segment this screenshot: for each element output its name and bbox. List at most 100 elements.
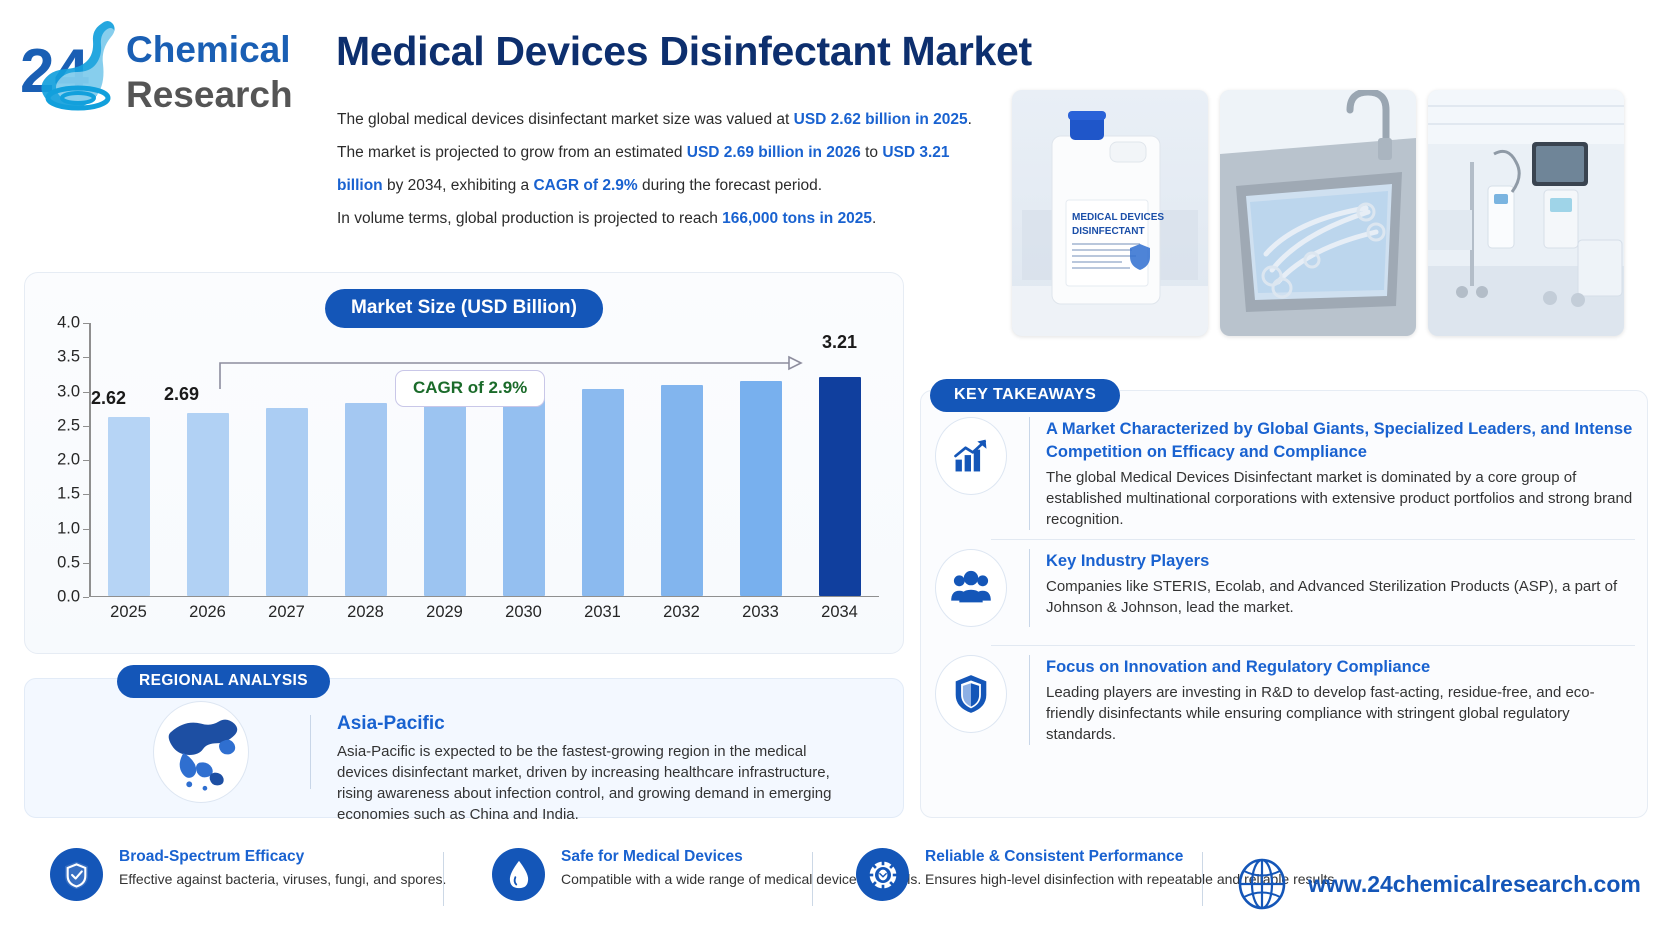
- takeaway-heading: Key Industry Players: [1046, 552, 1210, 570]
- takeaway-body: A Market Characterized by Global Giants,…: [1046, 417, 1635, 530]
- y-axis-tick-label: 2.0: [57, 450, 80, 469]
- x-axis-label: 2027: [268, 603, 305, 621]
- svg-text:DISINFECTANT: DISINFECTANT: [1072, 226, 1145, 237]
- disinfectant-jerrycan-photo: MEDICAL DEVICES DISINFECTANT MEDICAL DEV…: [1012, 90, 1208, 336]
- regional-analysis-panel: REGIONAL ANALYSIS Asia-Pacific Asia-Paci…: [24, 665, 904, 823]
- bar-value-label: 2.62: [91, 388, 127, 409]
- x-axis-label: 2031: [584, 603, 621, 621]
- chart-bar-slot: [721, 324, 800, 596]
- y-axis-tick-label: 0.5: [57, 553, 80, 572]
- x-axis-label: 2033: [742, 603, 779, 621]
- footer-feature-heading: Reliable & Consistent Performance: [925, 848, 1184, 865]
- water-drop-icon: [492, 848, 545, 901]
- chart-bar: [265, 407, 308, 596]
- y-axis-tick: [83, 460, 89, 461]
- svg-text:Research: Research: [126, 74, 293, 115]
- chart-bar: [186, 412, 229, 596]
- y-axis-tick-label: 2.5: [57, 416, 80, 435]
- x-axis-label: 2034: [821, 603, 858, 621]
- takeaway-text: The global Medical Devices Disinfectant …: [1046, 469, 1633, 528]
- footer-feature: Broad-Spectrum Efficacy Effective agains…: [50, 848, 446, 901]
- footer-feature-heading: Broad-Spectrum Efficacy: [119, 848, 305, 865]
- chart-bar-slot: 2.69: [164, 324, 247, 596]
- page-title: Medical Devices Disinfectant Market: [336, 28, 1032, 74]
- intro-text-2: . The market is projected to grow from a…: [337, 111, 972, 161]
- y-axis-tick: [83, 323, 89, 324]
- intro-text-7: .: [872, 210, 877, 227]
- footer-feature-text: Compatible with a wide range of medical …: [561, 871, 922, 887]
- market-size-chart-panel: Market Size (USD Billion) 0.0 0.5 1.0 1.5 2.…: [24, 272, 904, 654]
- x-axis-label: 2025: [110, 603, 147, 621]
- footer-feature: Safe for Medical Devices Compatible with…: [492, 848, 921, 901]
- website-url-text[interactable]: www.24chemicalresearch.com: [1308, 870, 1641, 897]
- intro-text-4: by 2034, exhibiting a: [382, 177, 534, 194]
- hospital-icu-equipment-photo: [1428, 90, 1624, 336]
- y-axis-line: [89, 323, 91, 597]
- x-axis-label: 2028: [347, 603, 384, 621]
- region-name: Asia-Pacific: [337, 713, 445, 734]
- globe-icon: [1238, 858, 1286, 910]
- brand-logo: 24 Chemical Research 24 Chemical Researc…: [18, 14, 308, 122]
- footer-feature: Reliable & Consistent Performance Ensure…: [856, 848, 1338, 901]
- footer-feature-body: Safe for Medical Devices Compatible with…: [561, 848, 921, 889]
- takeaway-accent-bar: [1029, 417, 1030, 530]
- chart-title: Market Size (USD Billion): [325, 289, 603, 328]
- takeaway-heading: A Market Characterized by Global Giants,…: [1046, 420, 1633, 461]
- intro-highlight-2026: USD 2.69 billion in 2026: [686, 144, 861, 161]
- chart-bar-slot: [484, 324, 563, 596]
- footer-divider: [443, 852, 444, 906]
- takeaway-separator: [991, 539, 1635, 540]
- growth-bar-chart-icon: [935, 417, 1007, 495]
- takeaway-item: A Market Characterized by Global Giants,…: [935, 417, 1635, 530]
- y-axis-tick-label: 3.5: [57, 347, 80, 366]
- footer-divider: [1202, 852, 1203, 906]
- takeaway-heading: Focus on Innovation and Regulatory Compl…: [1046, 658, 1431, 676]
- chart-bar: [818, 377, 861, 596]
- region-description: Asia-Pacific is expected to be the faste…: [337, 743, 832, 823]
- chart-bar: [344, 403, 387, 596]
- asia-pacific-map-icon: [153, 701, 249, 803]
- chart-bar-slot: [642, 324, 721, 596]
- website-link[interactable]: www.24chemicalresearch.com: [1236, 858, 1641, 910]
- shield-icon: [935, 655, 1007, 733]
- footer-feature-text: Ensures high-level disinfection with rep…: [925, 871, 1339, 887]
- svg-text:Chemical: Chemical: [126, 29, 291, 70]
- y-axis-tick-label: 0.0: [57, 587, 80, 606]
- x-axis-label: 2030: [505, 603, 542, 621]
- takeaway-accent-bar: [1029, 655, 1030, 745]
- chart-bar: [660, 384, 703, 596]
- intro-highlight-cagr: CAGR of 2.9%: [533, 177, 638, 194]
- shield-check-icon: [50, 848, 103, 901]
- footer-feature-body: Broad-Spectrum Efficacy Effective agains…: [119, 848, 446, 889]
- x-axis-label: 2029: [426, 603, 463, 621]
- svg-text:MEDICAL DEVICES: MEDICAL DEVICES: [1072, 212, 1164, 223]
- footer-feature-heading: Safe for Medical Devices: [561, 848, 743, 865]
- takeaway-separator: [991, 645, 1635, 646]
- takeaway-accent-bar: [1029, 549, 1030, 627]
- y-axis-tick-label: 1.5: [57, 484, 80, 503]
- chart-bar-slot: [326, 324, 405, 596]
- intro-highlight-tons: 166,000 tons in 2025: [722, 210, 873, 227]
- footer: Broad-Spectrum Efficacy Effective agains…: [0, 838, 1672, 941]
- intro-text-6: In volume terms, global production is pr…: [337, 210, 723, 227]
- x-axis-label: 2032: [663, 603, 700, 621]
- chart-bar: [107, 417, 150, 596]
- bar-value-label: 3.21: [821, 332, 858, 353]
- y-axis-tick: [83, 391, 89, 393]
- takeaway-body: Key Industry Players Companies like STER…: [1046, 549, 1635, 627]
- regional-analysis-badge: REGIONAL ANALYSIS: [117, 665, 331, 698]
- chart-bar-slot: 2.62: [89, 324, 168, 596]
- key-takeaways-badge: KEY TAKEAWAYS: [930, 379, 1121, 412]
- header: 24 Chemical Research 24 Chemical Researc…: [0, 0, 1672, 336]
- intro-highlight-2034: USD 3.21 billion: [337, 144, 950, 194]
- chart-bar-slot: 3.21: [800, 324, 879, 596]
- chart-bar-slot: [247, 324, 326, 596]
- footer-feature-text: Effective against bacteria, viruses, fun…: [119, 871, 447, 887]
- chart-bar: [502, 393, 545, 596]
- chart-bar: [581, 388, 624, 596]
- footer-divider: [812, 852, 813, 906]
- intro-paragraph: The global medical devices disinfectant …: [337, 103, 977, 235]
- y-axis-tick: [83, 425, 89, 427]
- chart-bar: [739, 380, 782, 596]
